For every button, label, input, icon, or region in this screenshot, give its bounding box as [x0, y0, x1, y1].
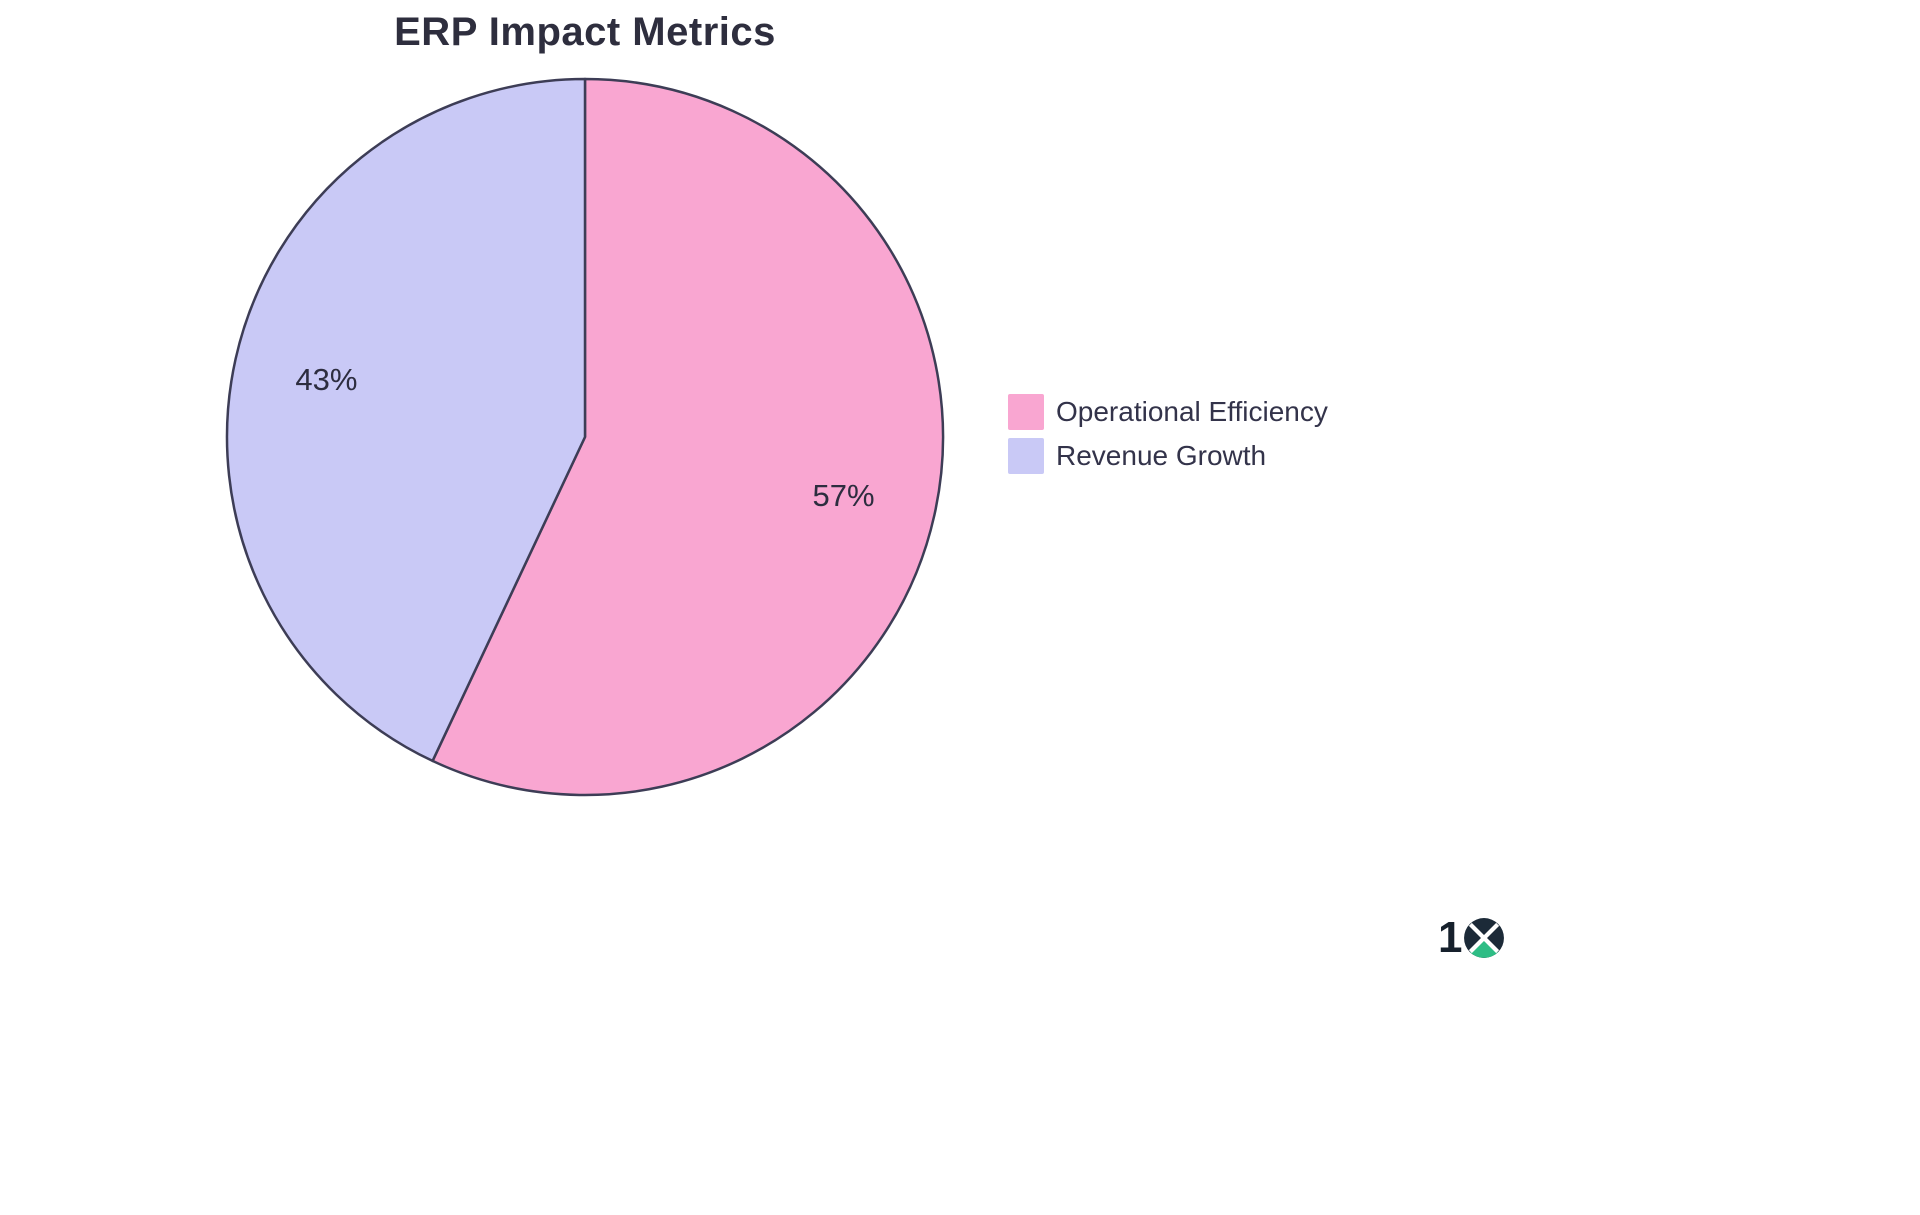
chart-title: ERP Impact Metrics: [394, 10, 776, 54]
legend-swatch-0: [1008, 394, 1044, 430]
pie-chart: 57% 43%: [205, 57, 965, 817]
pie-slice-0: [431, 77, 945, 797]
legend-item-0: Operational Efficiency: [1008, 394, 1328, 430]
legend-label-0: Operational Efficiency: [1056, 396, 1328, 427]
pie-slice-1: [225, 77, 587, 763]
legend-item-1: Revenue Growth: [1008, 438, 1328, 474]
legend: Operational Efficiency Revenue Growth: [1008, 394, 1328, 474]
watermark-text: 1: [1438, 913, 1463, 962]
legend-label-1: Revenue Growth: [1056, 440, 1267, 471]
pie-slice-label-0: 57%: [813, 478, 875, 513]
pie-svg: 57% 43%: [225, 77, 945, 797]
watermark: 1: [1438, 916, 1505, 960]
pie-slice-label-1: 43%: [295, 362, 357, 397]
legend-swatch-1: [1008, 438, 1044, 474]
watermark-x-circle-icon: [1464, 918, 1505, 958]
